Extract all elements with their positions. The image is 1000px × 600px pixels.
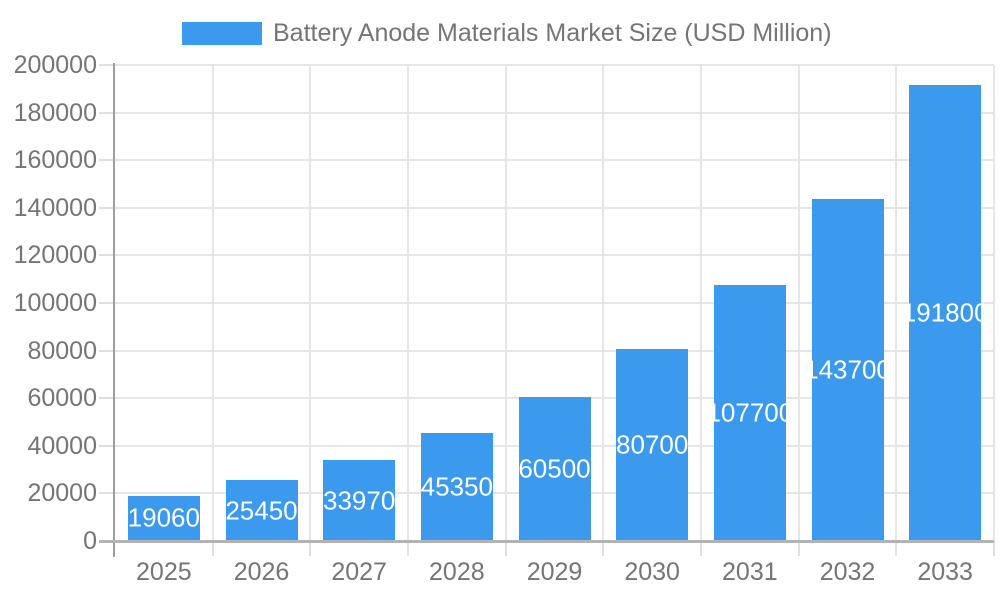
x-axis-tick-label: 2028 [429, 558, 485, 586]
v-gridline [602, 65, 605, 541]
v-gridline [993, 65, 995, 541]
bar [713, 284, 786, 541]
bar [420, 433, 493, 541]
y-tick [99, 111, 115, 114]
y-tick [99, 206, 115, 209]
x-tick [797, 541, 800, 556]
v-gridline [700, 65, 702, 541]
x-tick [993, 541, 995, 556]
x-axis-tick-label: 2032 [819, 558, 876, 586]
h-gridline [115, 349, 994, 352]
bar-value-label: 33970 [323, 485, 396, 516]
bar [811, 198, 884, 541]
plot-area: 19060 25450 33970 45350 60500 80700 107700 1437… [115, 64, 995, 541]
x-tick [211, 541, 214, 556]
h-gridline [115, 111, 994, 114]
y-axis-tick-label: 100000 [13, 289, 97, 317]
bar-value-label: 191800 [901, 297, 989, 328]
bar [323, 460, 396, 541]
h-gridline [115, 254, 994, 257]
legend-swatch [182, 22, 262, 45]
x-tick [407, 541, 409, 556]
v-gridline [504, 65, 507, 541]
y-tick [99, 444, 115, 447]
y-axis-tick-label: 80000 [27, 336, 97, 365]
bar-value-label: 143700 [804, 354, 891, 385]
y-tick [99, 349, 115, 352]
v-gridline [895, 65, 898, 541]
x-tick [700, 541, 702, 556]
x-axis-tick-label: 2030 [624, 558, 680, 586]
x-axis-tick-label: 2033 [917, 558, 973, 586]
legend: Battery Anode Materials Market Size (USD… [182, 19, 832, 48]
bar-value-label: 25450 [225, 495, 298, 526]
x-axis-tick-label: 2029 [526, 558, 583, 586]
v-gridline [309, 65, 312, 541]
y-axis-tick-label: 160000 [13, 146, 97, 175]
h-gridline [115, 159, 994, 162]
y-axis-tick-label: 40000 [27, 431, 97, 460]
h-gridline [115, 206, 994, 209]
y-axis-tick-label: 0 [83, 527, 97, 555]
v-gridline [407, 65, 409, 541]
x-tick [602, 541, 605, 556]
bar [225, 480, 298, 541]
x-axis-tick-label: 2025 [136, 558, 192, 586]
bar-value-label: 80700 [616, 429, 689, 460]
y-tick [99, 397, 115, 400]
y-tick [99, 64, 115, 66]
y-axis-tick-label: 140000 [13, 193, 97, 222]
h-gridline [115, 64, 994, 66]
y-tick [99, 492, 115, 495]
y-tick [99, 159, 115, 162]
y-axis-tick-label: 120000 [13, 241, 97, 270]
y-axis-tick-label: 20000 [27, 479, 97, 508]
bar-value-label: 45350 [420, 471, 493, 502]
bar [909, 84, 982, 541]
x-tick [895, 541, 898, 556]
bar [518, 397, 591, 541]
y-tick [99, 302, 115, 304]
v-gridline [797, 65, 800, 541]
x-axis-tick-label: 2027 [331, 558, 387, 586]
x-tick [504, 541, 507, 556]
y-axis-tick-label: 60000 [27, 384, 97, 413]
bar [616, 348, 689, 541]
y-axis-tick-label: 200000 [13, 51, 97, 79]
bar-value-label: 107700 [706, 397, 794, 428]
y-tick [99, 254, 115, 257]
x-axis-line [99, 540, 994, 543]
bar-value-label: 60500 [518, 453, 591, 484]
bar-value-label: 19060 [127, 502, 200, 533]
y-axis-line [113, 63, 115, 557]
legend-series-label: Battery Anode Materials Market Size (USD… [273, 19, 832, 47]
x-tick [309, 541, 312, 556]
x-axis-tick-label: 2026 [233, 558, 290, 586]
y-axis-tick-label: 180000 [13, 98, 97, 127]
h-gridline [115, 302, 994, 304]
bar [127, 495, 200, 541]
x-axis-tick-label: 2031 [722, 558, 778, 586]
v-gridline [211, 65, 214, 541]
